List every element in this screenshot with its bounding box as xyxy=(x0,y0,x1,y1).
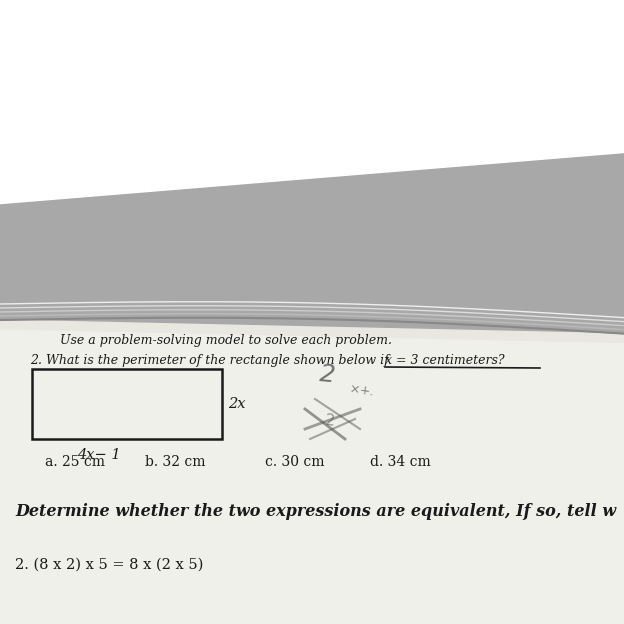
Polygon shape xyxy=(0,0,624,134)
Polygon shape xyxy=(0,0,624,172)
Polygon shape xyxy=(0,0,624,189)
Text: 2. What is the perimeter of the rectangle shown below if: 2. What is the perimeter of the rectangl… xyxy=(30,354,392,367)
Text: x = 3 centimeters?: x = 3 centimeters? xyxy=(385,354,505,367)
Bar xyxy=(32,369,222,439)
Text: 2. (8 x 2) x 5 = 8 x (2 x 5): 2. (8 x 2) x 5 = 8 x (2 x 5) xyxy=(15,558,203,572)
Polygon shape xyxy=(0,0,624,199)
Polygon shape xyxy=(0,0,624,194)
Text: Determine whether the two expressions are equivalent, If so, tell w: Determine whether the two expressions ar… xyxy=(15,503,616,520)
Text: 4x− 1: 4x− 1 xyxy=(77,448,120,462)
Text: 2x: 2x xyxy=(228,397,245,411)
Polygon shape xyxy=(0,330,624,624)
Polygon shape xyxy=(0,0,624,104)
Polygon shape xyxy=(0,0,624,164)
Polygon shape xyxy=(0,0,624,119)
Polygon shape xyxy=(0,320,624,624)
Polygon shape xyxy=(0,0,624,84)
Polygon shape xyxy=(0,0,624,204)
Text: d. 34 cm: d. 34 cm xyxy=(370,455,431,469)
Polygon shape xyxy=(0,0,624,184)
Bar xyxy=(0,0,100,44)
Text: a. 25 cm: a. 25 cm xyxy=(45,455,105,469)
Text: 2: 2 xyxy=(325,413,336,429)
Text: b. 32 cm: b. 32 cm xyxy=(145,455,205,469)
Polygon shape xyxy=(0,0,624,64)
Polygon shape xyxy=(0,0,624,156)
Text: $\times$+.: $\times$+. xyxy=(348,383,375,399)
Text: c. 30 cm: c. 30 cm xyxy=(265,455,324,469)
Bar xyxy=(590,0,624,104)
Text: Use a problem-solving model to solve each problem.: Use a problem-solving model to solve eac… xyxy=(60,334,392,347)
Polygon shape xyxy=(0,0,624,146)
Polygon shape xyxy=(0,0,624,178)
Text: 2: 2 xyxy=(318,362,336,387)
